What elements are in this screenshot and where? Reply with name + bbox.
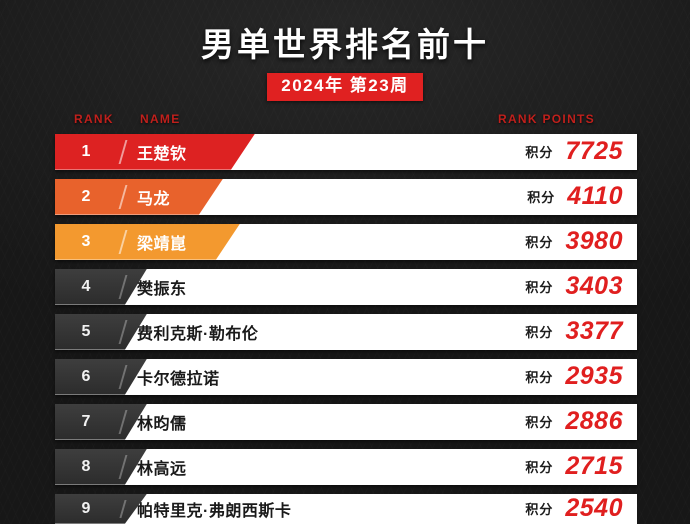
- points-label: 积分: [525, 145, 554, 161]
- rank-number: 2: [81, 187, 91, 205]
- column-header-rank: RANK: [74, 111, 114, 126]
- points-group: 积分 2715: [525, 449, 623, 485]
- table-row: 9 帕特里克·弗朗西斯卡 积分 2540: [55, 493, 637, 524]
- points-value: 7725: [565, 137, 623, 166]
- rank-number: 9: [81, 499, 91, 517]
- player-name: 马龙: [137, 190, 171, 208]
- row-rank-panel: [55, 179, 223, 215]
- points-value: 2540: [565, 494, 623, 523]
- points-group: 积分 2886: [525, 404, 623, 440]
- column-header-rank-points: RANK POINTS: [498, 111, 595, 126]
- rank-number: 4: [81, 277, 91, 295]
- points-group: 积分 2540: [525, 494, 623, 524]
- points-label: 积分: [525, 280, 554, 296]
- table-row: 6 卡尔德拉诺 积分 2935: [55, 358, 637, 395]
- table-row: 1 王楚钦 积分 7725: [55, 133, 637, 170]
- row-background: [55, 313, 637, 350]
- row-background: [55, 493, 637, 524]
- rank-number: 3: [81, 232, 91, 250]
- player-name: 王楚钦: [137, 145, 187, 163]
- points-label: 积分: [525, 502, 554, 518]
- rank-number: 5: [81, 322, 91, 340]
- row-background: [55, 358, 637, 395]
- points-group: 积分 3403: [525, 269, 623, 305]
- points-value: 3980: [565, 227, 623, 256]
- points-value: 3403: [565, 272, 623, 301]
- header-section: 男单世界排名前十 2024年 第23周: [0, 0, 690, 101]
- row-background: [55, 268, 637, 305]
- points-group: 积分 2935: [525, 359, 623, 395]
- player-name: 卡尔德拉诺: [137, 370, 220, 388]
- player-name: 林高远: [137, 460, 187, 478]
- week-badge: 2024年 第23周: [267, 72, 423, 101]
- page-title: 男单世界排名前十: [201, 26, 489, 63]
- rank-number: 7: [81, 412, 91, 430]
- points-label: 积分: [525, 370, 554, 386]
- player-name: 樊振东: [137, 280, 187, 298]
- points-value: 3377: [565, 317, 623, 346]
- points-group: 积分 3377: [525, 314, 623, 350]
- points-group: 积分 3980: [525, 224, 623, 260]
- points-label: 积分: [525, 325, 554, 341]
- player-name: 梁靖崑: [137, 235, 187, 253]
- table-row: 3 梁靖崑 积分 3980: [55, 223, 637, 260]
- player-name: 林昀儒: [137, 415, 187, 433]
- column-headers: RANK NAME RANK POINTS: [0, 112, 690, 132]
- table-row: 2 马龙 积分 4110: [55, 178, 637, 215]
- row-background: [55, 448, 637, 485]
- table-row: 4 樊振东 积分 3403: [55, 268, 637, 305]
- points-label: 积分: [525, 415, 554, 431]
- row-rank-panel: [55, 134, 255, 170]
- points-value: 4110: [567, 182, 623, 211]
- table-row: 7 林昀儒 积分 2886: [55, 403, 637, 440]
- ranking-list: 1 王楚钦 积分 7725 2 马龙 积分 4110 3 梁靖崑 积分 3980 4 樊振东 积分 3403 5…: [0, 133, 690, 524]
- column-header-name: NAME: [140, 111, 181, 126]
- rank-number: 6: [81, 367, 91, 385]
- player-name: 帕特里克·弗朗西斯卡: [137, 502, 292, 520]
- points-value: 2886: [565, 407, 623, 436]
- week-badge-wrap: 2024年 第23周: [0, 72, 690, 101]
- points-value: 2935: [565, 362, 623, 391]
- row-background: [55, 403, 637, 440]
- points-label: 积分: [525, 460, 554, 476]
- table-row: 8 林高远 积分 2715: [55, 448, 637, 485]
- table-row: 5 费利克斯·勒布伦 积分 3377: [55, 313, 637, 350]
- points-group: 积分 4110: [527, 179, 623, 215]
- points-label: 积分: [527, 190, 556, 206]
- rank-number: 1: [81, 142, 91, 160]
- points-label: 积分: [525, 235, 554, 251]
- points-group: 积分 7725: [525, 134, 623, 170]
- points-value: 2715: [565, 452, 623, 481]
- rank-number: 8: [81, 457, 91, 475]
- row-rank-panel: [55, 224, 240, 260]
- player-name: 费利克斯·勒布伦: [137, 325, 259, 343]
